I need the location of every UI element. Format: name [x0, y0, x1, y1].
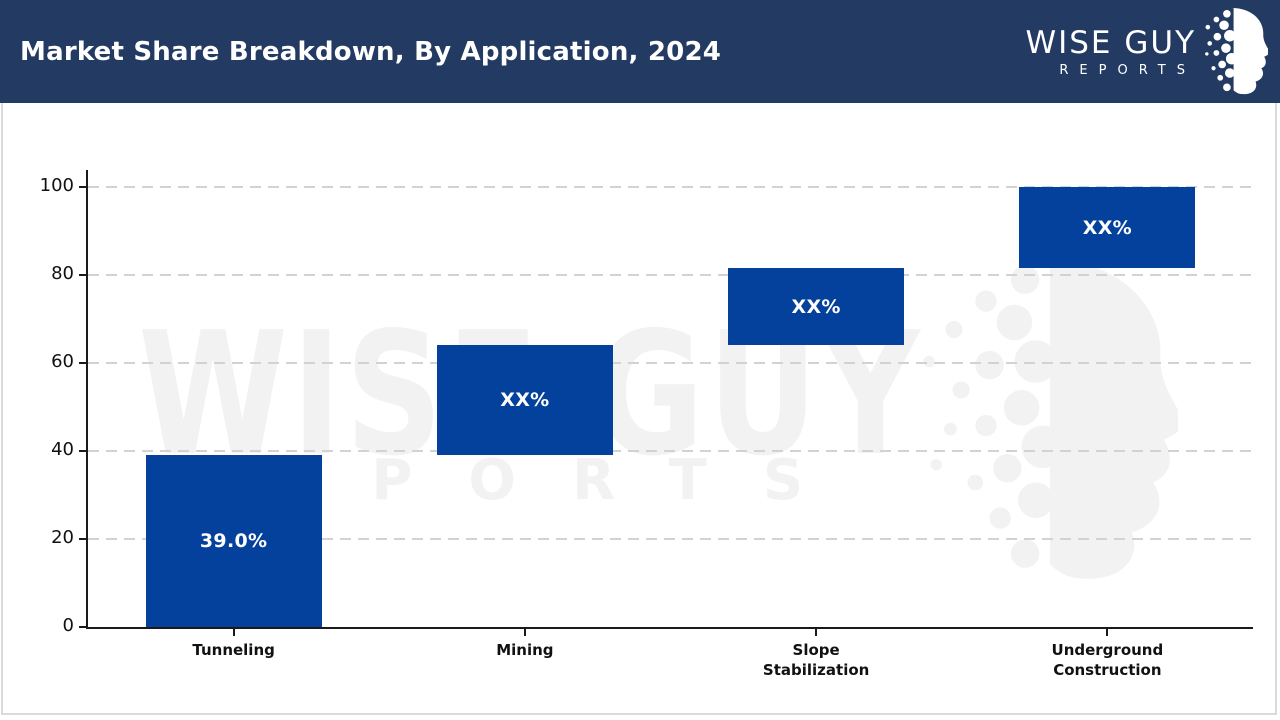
y-axis-tick-label: 100	[39, 175, 74, 196]
brand-subtitle: REPORTS	[1059, 62, 1196, 78]
page-title: Market Share Breakdown, By Application, …	[20, 36, 722, 67]
x-axis-line	[86, 627, 1253, 629]
gridline-y60	[88, 362, 1253, 364]
y-axis-tick	[79, 274, 86, 276]
y-axis-tick-label: 0	[62, 615, 74, 636]
bar-mining: XX%	[436, 345, 613, 456]
gridline-y20	[88, 538, 1253, 540]
bar-tunneling: 39.0%	[145, 455, 322, 627]
brand-name: WISE GUY	[1025, 24, 1196, 61]
y-axis-tick	[79, 538, 86, 540]
x-axis-tick	[1106, 629, 1109, 636]
y-axis-tick	[79, 186, 86, 188]
x-axis-category-label-line: Construction	[1053, 661, 1162, 679]
bar-value-label: XX%	[791, 295, 841, 318]
x-axis-category-label-line: Tunneling	[192, 641, 275, 659]
x-axis-category-label-line: Slope	[792, 641, 840, 659]
gridline-y80	[88, 274, 1253, 276]
y-axis-tick	[79, 450, 86, 452]
x-axis-category-label-line: Mining	[496, 641, 554, 659]
y-axis-tick-label: 40	[51, 439, 74, 460]
header-bar: Market Share Breakdown, By Application, …	[0, 0, 1280, 103]
y-axis-line	[86, 170, 88, 629]
bar-value-label: XX%	[1082, 216, 1132, 239]
x-axis-category-label: Mining	[385, 640, 665, 660]
bar-slope-stabilization: XX%	[728, 268, 905, 346]
bar-underground-construction: XX%	[1019, 187, 1196, 269]
x-axis-tick	[232, 629, 235, 636]
x-axis-category-label: Slope Stabilization	[676, 640, 956, 680]
watermark-head-icon	[923, 258, 1178, 579]
brand-logo-text: WISE GUY REPORTS	[1025, 26, 1196, 78]
bar-value-label: XX%	[500, 389, 550, 412]
y-axis-tick-label: 60	[51, 351, 74, 372]
x-axis-category-label-line: Stabilization	[762, 661, 870, 679]
x-axis-tick	[815, 629, 818, 636]
y-axis-tick-label: 20	[51, 527, 74, 548]
y-axis-tick-label: 80	[51, 263, 74, 284]
head-silhouette-icon	[1205, 7, 1268, 94]
x-axis-category-label-line: Underground	[1051, 641, 1164, 659]
brand-logo: WISE GUY REPORTS	[1025, 0, 1268, 103]
gridline-y100	[88, 186, 1253, 188]
x-axis-category-label: Tunneling	[94, 640, 374, 660]
x-axis-tick	[523, 629, 526, 636]
y-axis-tick	[79, 626, 86, 628]
y-axis-tick	[79, 362, 86, 364]
x-axis-category-label: Underground Construction	[967, 640, 1247, 680]
bar-value-label: 39.0%	[199, 530, 268, 553]
gridline-y40	[88, 450, 1253, 452]
